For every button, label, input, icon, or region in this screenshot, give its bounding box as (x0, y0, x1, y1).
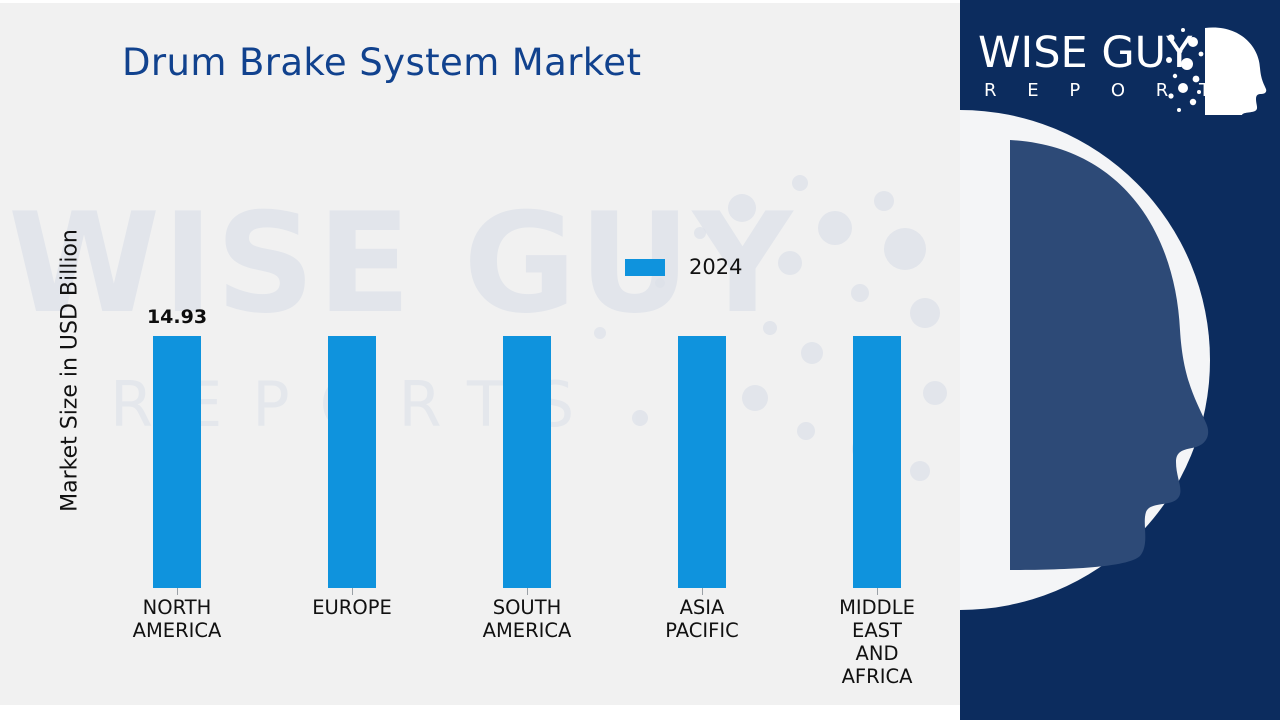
plot-area: 14.93 NORTH AMERICA EUROPE SOUTH AMERICA ASIA P… (0, 3, 960, 705)
category-label: SOUTH AMERICA (482, 596, 572, 642)
chart-title: Drum Brake System Market (122, 41, 642, 84)
chart-legend: 2024 (625, 255, 742, 279)
brand-logo: WISE GUY R E P O R T S (978, 27, 1268, 118)
category-label: EUROPE (312, 596, 392, 619)
brand-panel: WISE GUY R E P O R T S (960, 0, 1280, 720)
axis-tick (527, 588, 528, 595)
bar[interactable] (328, 336, 376, 588)
axis-tick (177, 588, 178, 595)
category-label: ASIA PACIFIC (665, 596, 739, 642)
category-label: NORTH AMERICA (132, 596, 222, 642)
bar[interactable] (853, 336, 901, 588)
category-label: MIDDLE EAST AND AFRICA (839, 596, 915, 688)
logo-head-dots-icon (1166, 27, 1267, 115)
axis-tick (352, 588, 353, 595)
logo-wordmark: WISE GUY (978, 28, 1193, 78)
bar[interactable] (153, 336, 201, 588)
bar[interactable] (678, 336, 726, 588)
legend-swatch-2024 (625, 258, 665, 276)
legend-label-2024: 2024 (689, 255, 743, 279)
axis-tick (877, 588, 878, 595)
head-profile-icon (1010, 140, 1209, 570)
bar[interactable] (503, 336, 551, 588)
axis-tick (702, 588, 703, 595)
bar-value-label: 14.93 (146, 306, 208, 328)
